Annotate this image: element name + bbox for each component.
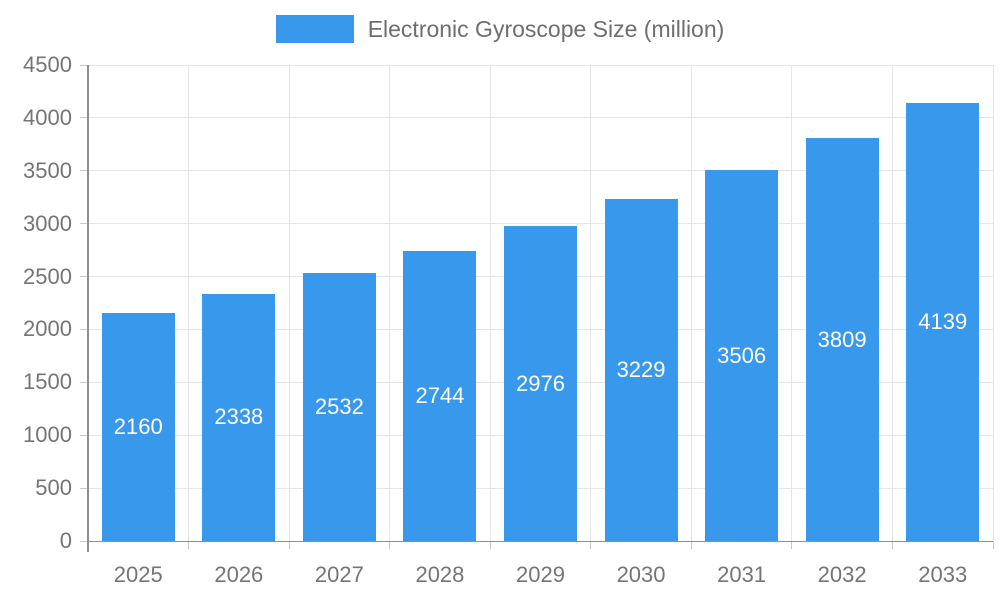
y-axis-label: 2000 bbox=[23, 316, 72, 342]
x-gridline bbox=[389, 65, 391, 541]
x-axis-label: 2032 bbox=[817, 562, 867, 587]
y-gridline bbox=[88, 64, 993, 66]
x-gridline bbox=[690, 65, 692, 541]
bar-value-label: 2338 bbox=[214, 404, 264, 430]
x-axis-label: 2028 bbox=[415, 562, 465, 587]
y-gridline bbox=[88, 117, 993, 119]
y-axis-label: 3500 bbox=[23, 157, 72, 183]
bar-value-label: 2160 bbox=[113, 413, 163, 439]
y-axis-tick bbox=[80, 328, 88, 330]
y-axis-label: 500 bbox=[35, 475, 72, 501]
bar-value-label: 2744 bbox=[415, 382, 465, 408]
bar bbox=[202, 293, 276, 541]
bar-value-label: 3809 bbox=[817, 326, 867, 352]
y-gridline bbox=[88, 170, 993, 172]
bar bbox=[705, 170, 779, 541]
bar bbox=[805, 138, 879, 541]
bar-value-label: 2532 bbox=[314, 394, 364, 420]
y-axis-label: 1000 bbox=[23, 422, 72, 448]
x-axis-label: 2033 bbox=[918, 562, 968, 587]
x-axis-tick bbox=[188, 541, 190, 549]
legend-label: Electronic Gyroscope Size (million) bbox=[367, 16, 725, 42]
bar-value-label: 3506 bbox=[717, 342, 767, 368]
y-axis-tick bbox=[80, 540, 88, 542]
y-axis-label: 3000 bbox=[23, 210, 72, 236]
bar bbox=[906, 103, 980, 541]
x-axis-label: 2025 bbox=[113, 562, 163, 587]
bar-value-label: 3229 bbox=[616, 357, 666, 383]
bar bbox=[604, 199, 678, 541]
x-axis-line bbox=[87, 540, 993, 542]
y-axis-tick bbox=[80, 117, 88, 119]
legend-swatch bbox=[275, 15, 354, 43]
y-axis-label: 0 bbox=[59, 528, 72, 553]
y-gridline bbox=[88, 223, 993, 225]
x-gridline bbox=[891, 65, 893, 541]
x-axis-tick bbox=[288, 541, 290, 549]
bar bbox=[504, 226, 577, 541]
x-axis-label: 2026 bbox=[214, 562, 264, 587]
x-axis-tick bbox=[489, 541, 491, 549]
x-gridline bbox=[288, 65, 290, 541]
bar bbox=[302, 273, 376, 541]
x-gridline bbox=[188, 65, 190, 541]
y-axis-tick bbox=[80, 64, 88, 66]
y-axis-line bbox=[87, 65, 89, 552]
y-axis-label: 4000 bbox=[23, 104, 72, 130]
x-gridline bbox=[489, 65, 491, 541]
y-axis-label: 4500 bbox=[23, 52, 72, 77]
bar-value-label: 4139 bbox=[918, 309, 968, 335]
x-axis-label: 2031 bbox=[717, 562, 767, 587]
x-gridline bbox=[791, 65, 793, 541]
x-gridline bbox=[590, 65, 592, 541]
legend[interactable]: Electronic Gyroscope Size (million) bbox=[0, 15, 1000, 43]
x-axis-label: 2029 bbox=[516, 562, 565, 587]
y-axis-tick bbox=[80, 276, 88, 278]
x-axis-label: 2027 bbox=[314, 562, 364, 587]
y-axis-label: 2500 bbox=[23, 263, 72, 289]
x-axis-tick bbox=[992, 541, 994, 549]
bar bbox=[403, 250, 477, 541]
x-axis-tick bbox=[590, 541, 592, 549]
x-axis-tick bbox=[389, 541, 391, 549]
bar bbox=[101, 312, 175, 541]
y-axis-tick bbox=[80, 434, 88, 436]
x-axis-tick bbox=[690, 541, 692, 549]
x-gridline bbox=[992, 65, 994, 541]
y-axis-label: 1500 bbox=[23, 369, 72, 395]
x-axis-tick bbox=[891, 541, 893, 549]
x-axis-tick bbox=[791, 541, 793, 549]
y-axis-tick bbox=[80, 170, 88, 172]
y-axis-tick bbox=[80, 487, 88, 489]
y-axis-tick bbox=[80, 381, 88, 383]
bar-value-label: 2976 bbox=[516, 370, 565, 396]
x-axis-label: 2030 bbox=[616, 562, 666, 587]
y-axis-tick bbox=[80, 223, 88, 225]
